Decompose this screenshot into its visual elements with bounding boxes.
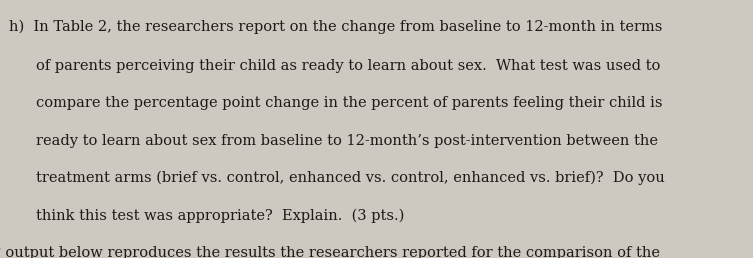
Text: P output below reproduces the results the researchers reported for the compariso: P output below reproduces the results th…: [0, 246, 660, 258]
Text: ready to learn about sex from baseline to 12-month’s post-intervention between t: ready to learn about sex from baseline t…: [36, 134, 658, 148]
Text: treatment arms (brief vs. control, enhanced vs. control, enhanced vs. brief)?  D: treatment arms (brief vs. control, enhan…: [36, 171, 665, 185]
Text: of parents perceiving their child as ready to learn about sex.  What test was us: of parents perceiving their child as rea…: [36, 59, 660, 73]
Text: think this test was appropriate?  Explain.  (3 pts.): think this test was appropriate? Explain…: [36, 208, 404, 223]
Text: compare the percentage point change in the percent of parents feeling their chil: compare the percentage point change in t…: [36, 96, 663, 110]
Text: h)  In Table 2, the researchers report on the change from baseline to 12-month i: h) In Table 2, the researchers report on…: [9, 20, 663, 34]
